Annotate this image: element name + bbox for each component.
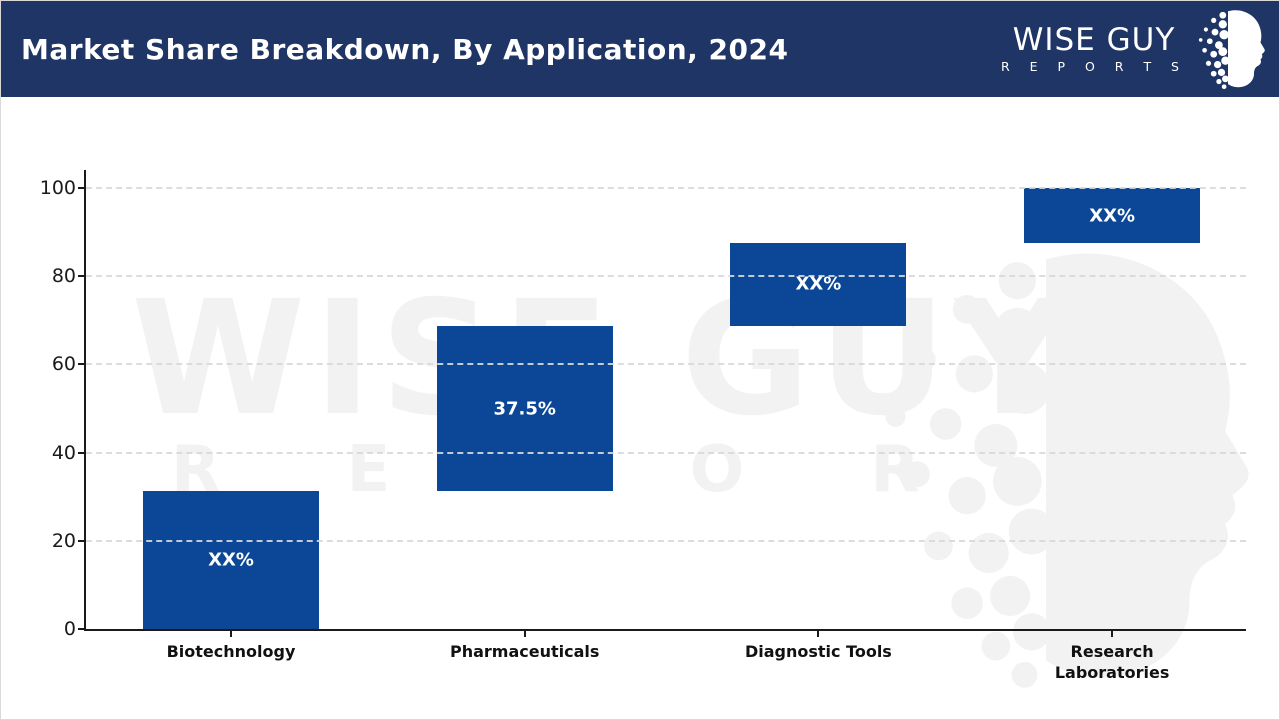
x-tick-label: Biotechnology — [166, 642, 296, 661]
y-tick-label: 40 — [51, 441, 76, 464]
x-axis — [84, 629, 1246, 631]
bar-segment — [1024, 188, 1201, 244]
y-tick-mark — [78, 451, 86, 454]
bar-value-label: XX% — [208, 549, 254, 571]
x-tick-mark — [817, 629, 820, 637]
x-tick-mark — [230, 629, 232, 637]
bar-value-label: XX% — [1089, 205, 1135, 227]
logo-wordmark: WISE GUY — [1012, 22, 1176, 59]
y-tick-mark — [78, 275, 86, 278]
y-tick-mark — [78, 628, 86, 630]
bar-segment — [143, 491, 319, 629]
waterfall-chart: WISE GUY R E P O R T S 020406080100XX%Bi… — [1, 97, 1279, 719]
logo-subtext: R E P O R T S — [1000, 58, 1187, 74]
y-axis — [84, 170, 86, 631]
y-tick-label: 80 — [51, 265, 76, 288]
y-tick-label: 20 — [51, 529, 76, 552]
y-tick-mark — [78, 363, 86, 366]
bar-segment — [436, 325, 613, 492]
brand-logo: WISE GUY R E P O R T S — [1001, 7, 1267, 91]
y-tick-label: 100 — [39, 177, 76, 199]
gridline — [86, 363, 1246, 366]
watermark-subtext: R E P O R T S — [171, 433, 1142, 581]
y-tick-label: 0 — [63, 618, 76, 640]
x-tick-label: Pharmaceuticals — [449, 642, 600, 661]
page-title: Market Share Breakdown, By Application, … — [21, 32, 789, 66]
gridline — [86, 451, 1246, 454]
logo-face-icon — [1198, 10, 1265, 90]
y-tick-label: 60 — [51, 353, 76, 376]
x-tick-label: Research Laboratories — [1054, 642, 1170, 682]
x-tick-label: Diagnostic Tools — [744, 642, 892, 661]
brand-logo-text: WISE GUY R E P O R T S — [1001, 24, 1187, 74]
bar-value-label: 37.5% — [493, 398, 556, 419]
bar-value-label: XX% — [795, 273, 842, 295]
gridline — [86, 187, 1246, 189]
gridline — [86, 539, 1246, 542]
header-bar: Market Share Breakdown, By Application, … — [1, 1, 1279, 97]
y-tick-mark — [78, 187, 86, 189]
gridline — [86, 275, 1246, 278]
bar-segment — [730, 243, 907, 326]
y-tick-mark — [78, 539, 86, 542]
x-tick-mark — [523, 629, 526, 637]
